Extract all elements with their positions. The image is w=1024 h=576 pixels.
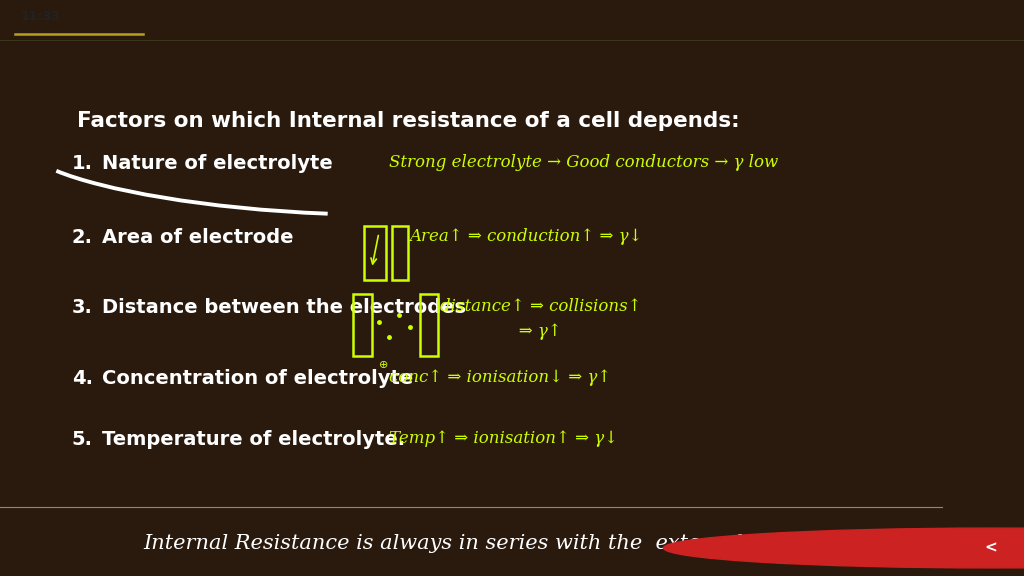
Text: <: <: [985, 540, 997, 555]
Bar: [353, 294, 372, 355]
Text: 1.: 1.: [72, 154, 93, 173]
Text: 3.: 3.: [72, 298, 92, 317]
Text: Internal Resistance is always in series with the  external circuit: Internal Resistance is always in series …: [143, 534, 819, 553]
Circle shape: [664, 528, 1024, 568]
Text: Concentration of electrolyte: Concentration of electrolyte: [102, 369, 414, 388]
Bar: [420, 294, 438, 355]
Text: 4.: 4.: [72, 369, 93, 388]
Text: Nature of electrolyte: Nature of electrolyte: [102, 154, 333, 173]
Text: Temp↑ ⇒ ionisation↑ ⇒ γ↓: Temp↑ ⇒ ionisation↑ ⇒ γ↓: [389, 430, 618, 448]
Text: 11:33: 11:33: [20, 10, 60, 24]
Text: distance↑ ⇒ collisions↑
               ⇒ γ↑: distance↑ ⇒ collisions↑ ⇒ γ↑: [440, 298, 642, 340]
Bar: [364, 226, 386, 281]
Text: Area of electrode: Area of electrode: [102, 228, 294, 247]
Text: Distance between the electrodes: Distance between the electrodes: [102, 298, 466, 317]
Text: Area↑ ⇒ conduction↑ ⇒ γ↓: Area↑ ⇒ conduction↑ ⇒ γ↓: [410, 228, 643, 245]
Text: 2.: 2.: [72, 228, 93, 247]
Text: 5.: 5.: [72, 430, 93, 449]
Text: conc↑ ⇒ ionisation↓ ⇒ γ↑: conc↑ ⇒ ionisation↓ ⇒ γ↑: [389, 369, 611, 385]
Text: Factors on which Internal resistance of a cell depends:: Factors on which Internal resistance of …: [77, 111, 739, 131]
Text: Temperature of electrolyte.: Temperature of electrolyte.: [102, 430, 406, 449]
Text: ⊕: ⊕: [379, 361, 389, 370]
Bar: [392, 226, 408, 281]
Text: Strong electrolyte → Good conductors → γ low: Strong electrolyte → Good conductors → γ…: [389, 154, 778, 171]
